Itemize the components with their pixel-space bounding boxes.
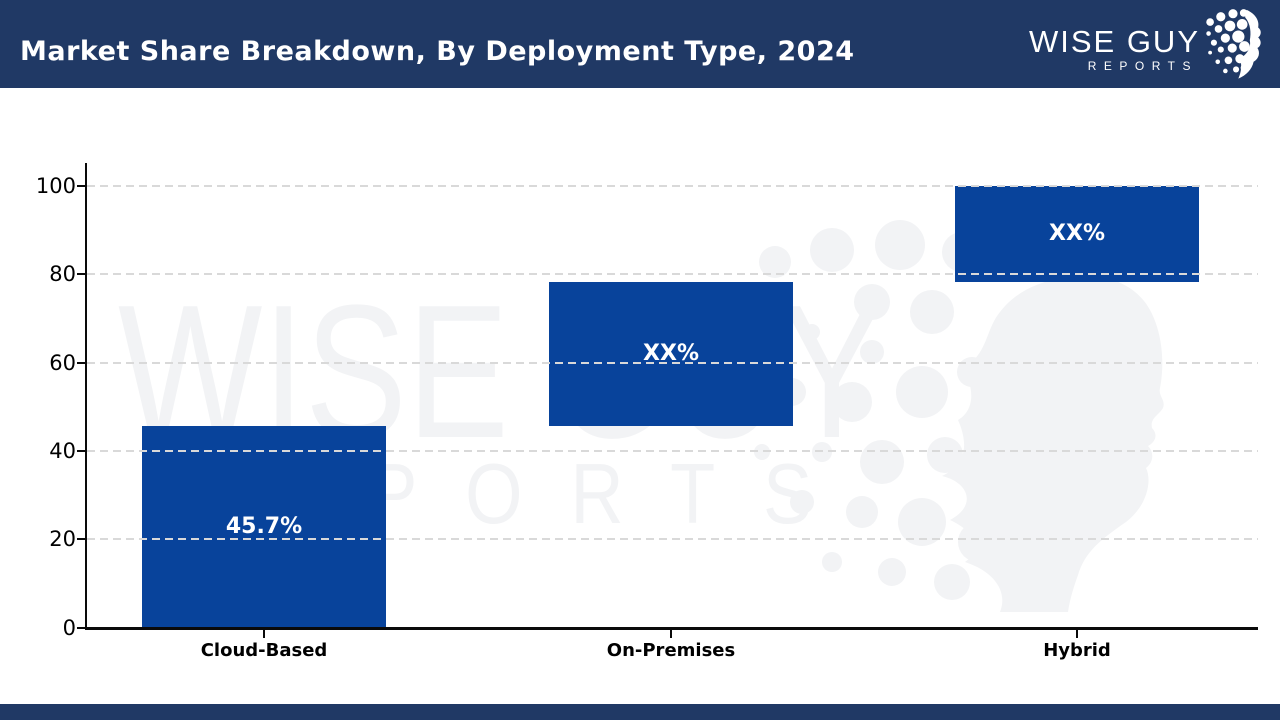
gridline [87,449,1258,452]
x-axis-category-label: Hybrid [1043,640,1111,661]
logo-subtext: REPORTS [1087,59,1198,73]
y-axis-tick-label: 40 [49,438,76,463]
logo-face-icon [1206,9,1261,79]
footer-bar [0,704,1280,720]
bar-value-label: 45.7% [225,513,303,539]
y-axis-tick-mark [77,449,85,452]
x-axis-category-label: Cloud-Based [200,640,328,661]
logo-wordmark: WISE GUY [1028,24,1200,59]
logo: WISE GUY REPORTS [1028,0,1268,88]
x-axis-line [85,627,1258,630]
y-axis-tick-label: 100 [35,174,76,198]
bar-value-label: XX% [643,340,699,366]
y-axis-tick-label: 0 [62,615,76,640]
bar-hybrid [955,186,1199,282]
page-title: Market Share Breakdown, By Deployment Ty… [20,36,855,67]
gridline [87,273,1258,276]
y-axis-tick-label: 80 [49,262,76,287]
y-axis-tick-mark [77,185,85,187]
y-axis-tick-mark [77,361,85,364]
x-axis-category-label: On-Premises [606,640,736,661]
bar-on-premises [549,281,793,426]
y-axis-tick-mark [77,273,85,276]
bar-value-label: XX% [1049,220,1105,246]
y-axis-line [85,163,87,629]
y-axis-tick-mark [77,538,85,541]
watermark: WISE GUY REPORTS [118,220,1164,612]
x-axis-tick-mark [1076,630,1078,638]
gridline [87,185,1258,187]
x-axis-tick-mark [263,630,265,638]
x-axis-tick-mark [670,630,672,638]
header: Market Share Breakdown, By Deployment Ty… [0,0,1280,88]
bar-cloud-based [142,425,386,628]
y-axis-tick-mark [77,626,85,629]
y-axis-tick-label: 20 [49,527,76,552]
y-axis-tick-label: 60 [49,350,76,375]
gridline [87,361,1258,364]
gridline [87,538,1258,541]
